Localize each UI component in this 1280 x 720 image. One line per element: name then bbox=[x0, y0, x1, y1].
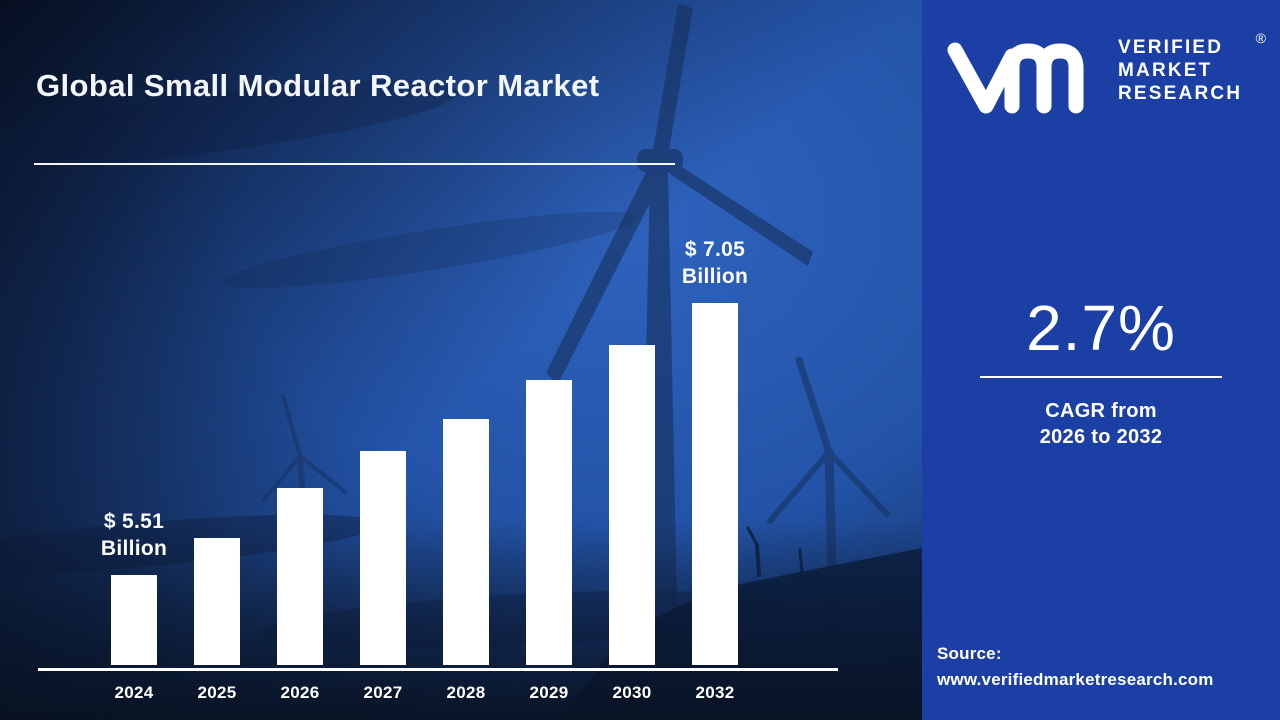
bar-2032 bbox=[692, 303, 738, 665]
bar-chart: 2024 $ 5.51 Billion 2025 2026 2027 2028 2029 203… bbox=[38, 238, 838, 702]
bar-2028 bbox=[443, 419, 489, 665]
bar-2027 bbox=[360, 451, 406, 665]
source-block: Source: www.verifiedmarketresearch.com bbox=[937, 641, 1214, 692]
source-label: Source: bbox=[937, 644, 1002, 663]
brand-header: VERIFIED MARKET RESEARCH ® bbox=[922, 0, 1280, 130]
brand-name: VERIFIED MARKET RESEARCH bbox=[1118, 36, 1242, 106]
cagr-block: 2.7% CAGR from 2026 to 2032 bbox=[922, 296, 1280, 451]
x-tick-label-2024: 2024 bbox=[114, 683, 154, 702]
x-tick-label-2025: 2025 bbox=[197, 683, 237, 702]
cagr-caption: CAGR from 2026 to 2032 bbox=[922, 398, 1280, 451]
page-title: Global Small Modular Reactor Market bbox=[36, 68, 600, 103]
x-axis-line bbox=[38, 668, 838, 671]
chart-panel: Global Small Modular Reactor Market 2024… bbox=[0, 0, 922, 720]
x-tick-label-2032: 2032 bbox=[695, 683, 735, 702]
x-tick-label-2030: 2030 bbox=[612, 683, 652, 702]
cagr-value: 2.7% bbox=[1026, 292, 1176, 364]
bar-2026 bbox=[277, 488, 323, 665]
cagr-divider bbox=[980, 376, 1222, 378]
bar-2025 bbox=[194, 538, 240, 665]
bar-value-label-2024: $ 5.51 Billion bbox=[100, 510, 168, 561]
x-tick-label-2029: 2029 bbox=[529, 683, 569, 702]
title-underline bbox=[34, 163, 675, 165]
bar-value-label-2032: $ 7.05 Billion bbox=[681, 238, 749, 289]
x-tick-label-2028: 2028 bbox=[446, 683, 486, 702]
side-panel: VERIFIED MARKET RESEARCH ® 2.7% CAGR fro… bbox=[922, 0, 1280, 720]
x-tick-label-2026: 2026 bbox=[280, 683, 320, 702]
cagr-caption-line1: CAGR from bbox=[1045, 400, 1157, 422]
source-url: www.verifiedmarketresearch.com bbox=[937, 669, 1214, 689]
vm-logo-icon bbox=[947, 42, 1084, 114]
brand-name-line: MARKET bbox=[1118, 60, 1213, 82]
cagr-caption-line2: 2026 to 2032 bbox=[1039, 426, 1163, 449]
bar-2029 bbox=[526, 380, 572, 665]
registered-trademark-icon: ® bbox=[1255, 30, 1266, 46]
bar-2024 bbox=[111, 575, 157, 665]
brand-name-line: VERIFIED bbox=[1118, 37, 1224, 58]
bar-2030 bbox=[609, 345, 655, 665]
brand-name-line: RESEARCH bbox=[1118, 83, 1243, 105]
x-tick-label-2027: 2027 bbox=[363, 683, 403, 702]
